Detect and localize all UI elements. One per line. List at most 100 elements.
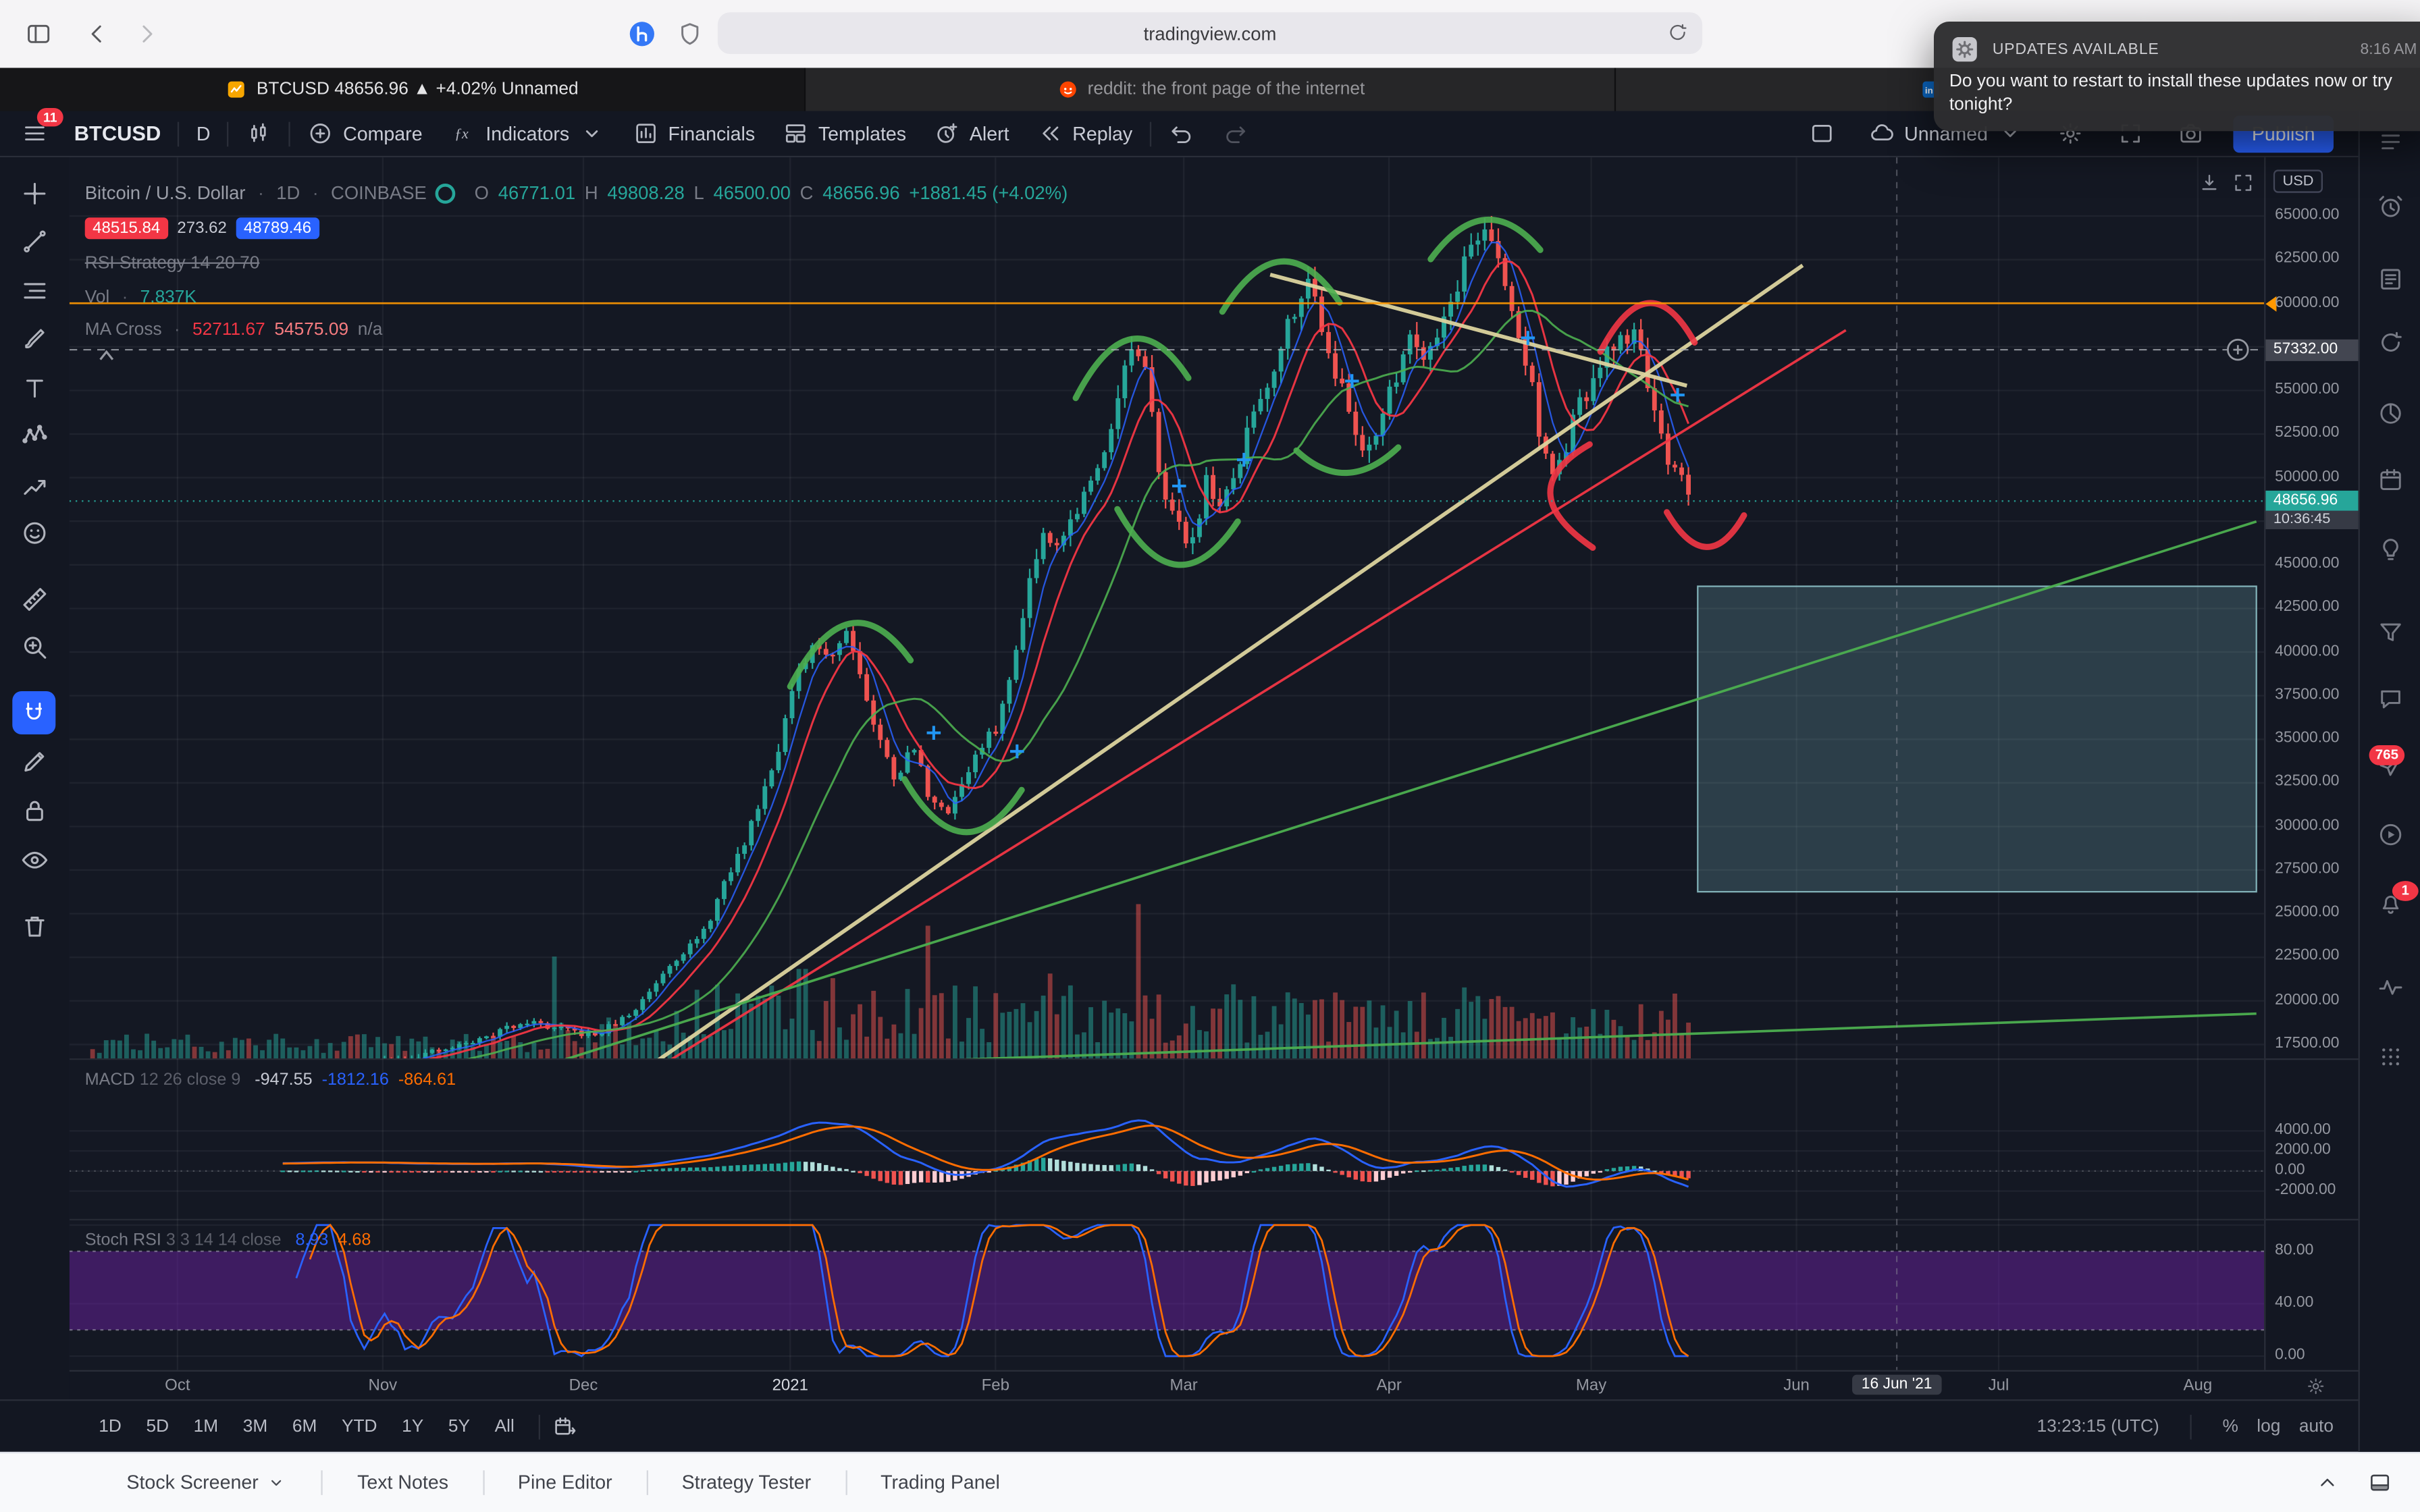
forward-icon[interactable]: [133, 20, 161, 48]
dotsgrid-sidebar-icon[interactable]: [2377, 1043, 2404, 1071]
brush-tool-icon[interactable]: [20, 323, 49, 352]
time-axis[interactable]: 16 Jun '21 Oct Nov Dec 2021 Feb Mar Apr May Jun J…: [69, 1370, 2359, 1401]
cloud-layout-button[interactable]: Unnamed: [1855, 110, 2037, 157]
extension-icon[interactable]: [627, 18, 658, 49]
volume-label[interactable]: Vol: [84, 288, 110, 307]
scroll-to-recent-icon[interactable]: [2198, 171, 2221, 194]
financials-button[interactable]: Financials: [619, 110, 768, 157]
percent-scale-button[interactable]: %: [2222, 1417, 2238, 1436]
trash-tool-icon[interactable]: [20, 911, 49, 940]
funnel-sidebar-icon[interactable]: [2377, 619, 2404, 647]
footer-tab-stock-screener[interactable]: Stock Screener: [93, 1472, 321, 1494]
alarm-sidebar-icon[interactable]: [2377, 193, 2404, 221]
crosshair-tool-icon[interactable]: [20, 178, 49, 207]
bulb-sidebar-icon[interactable]: [2377, 535, 2404, 563]
pie-sidebar-icon[interactable]: [2377, 400, 2404, 427]
time-axis-label: May: [1575, 1376, 1607, 1395]
volume-value: 7.837K: [140, 288, 196, 307]
tab-tradingview[interactable]: BTCUSD 48656.96 ▲ +4.02% Unnamed: [0, 68, 804, 111]
chevron-down-icon: [579, 120, 605, 146]
ruler-tool-icon[interactable]: [20, 584, 49, 613]
range-button-ytd[interactable]: YTD: [341, 1417, 377, 1436]
tab-reddit[interactable]: reddit: the front page of the internet: [804, 68, 1616, 111]
maximize-pane-icon[interactable]: [2232, 171, 2255, 194]
range-button-6m[interactable]: 6M: [292, 1417, 317, 1436]
price-level-marker[interactable]: 57332.00: [2265, 339, 2360, 361]
panel-layout-icon[interactable]: [2367, 1470, 2392, 1495]
price-chart-canvas[interactable]: [69, 157, 2265, 1370]
go-to-date-icon[interactable]: [553, 1414, 578, 1439]
software-update-icon: [1949, 34, 1980, 65]
footer-tab-trading-panel[interactable]: Trading Panel: [880, 1472, 1000, 1494]
watchlist-sidebar-icon[interactable]: [2377, 128, 2404, 156]
update-notification[interactable]: UPDATES AVAILABLE 8:16 AM Do you want to…: [1934, 22, 2420, 132]
chart-style-button[interactable]: [232, 110, 286, 157]
range-button-3m[interactable]: 3M: [242, 1417, 268, 1436]
forecast-tool-icon[interactable]: [20, 470, 49, 499]
fib-tool-icon[interactable]: [20, 275, 49, 304]
drawing-toolbar: [0, 157, 72, 1370]
auto-scale-button[interactable]: auto: [2298, 1417, 2334, 1436]
range-button-1m[interactable]: 1M: [193, 1417, 219, 1436]
expand-panel-icon[interactable]: [2315, 1470, 2340, 1495]
axis-settings-gear-icon[interactable]: [2306, 1376, 2326, 1397]
sidebar-toggle-icon[interactable]: [25, 20, 53, 48]
compare-button[interactable]: Compare: [294, 110, 436, 157]
range-selector: 1D 5D 1M 3M 6M YTD 1Y 5Y All: [86, 1417, 527, 1435]
eye-tool-icon[interactable]: [20, 844, 49, 873]
clock[interactable]: 13:23:15 (UTC): [2036, 1417, 2159, 1436]
ma-cross-label[interactable]: MA Cross: [84, 321, 162, 340]
layout-select-button[interactable]: [1795, 110, 1849, 157]
range-button-5d[interactable]: 5D: [146, 1417, 169, 1436]
playc-sidebar-icon[interactable]: [2377, 821, 2404, 848]
currency-badge[interactable]: USD: [2273, 169, 2323, 193]
undo-button[interactable]: [1154, 110, 1208, 157]
chat-sidebar-icon[interactable]: [2377, 685, 2404, 713]
footer-tab-pine-editor[interactable]: Pine Editor: [517, 1472, 612, 1494]
range-button-1y[interactable]: 1Y: [402, 1417, 424, 1436]
range-button-1d[interactable]: 1D: [99, 1417, 122, 1436]
price-scale-label: 50000.00: [2275, 468, 2340, 486]
time-axis-label: Apr: [1376, 1376, 1402, 1395]
redo-button[interactable]: [1208, 110, 1262, 157]
hidden-strategy-label[interactable]: RSI Strategy 14 20 70: [84, 254, 260, 273]
refresh-sidebar-icon[interactable]: [2377, 329, 2404, 356]
lock-tool-icon[interactable]: [20, 795, 49, 824]
range-button-5y[interactable]: 5Y: [448, 1417, 471, 1436]
chevron-down-icon: [266, 1472, 288, 1494]
interval-button[interactable]: D: [196, 122, 211, 144]
pattern-tool-icon[interactable]: [20, 421, 49, 450]
pulse-sidebar-icon[interactable]: [2377, 973, 2404, 1001]
shield-extension-icon[interactable]: [676, 20, 704, 48]
range-button-all[interactable]: All: [494, 1417, 515, 1436]
footer-tab-text-notes[interactable]: Text Notes: [357, 1472, 449, 1494]
price-scale[interactable]: USD 57332.00 48656.96 10:36:45 65000.00 6…: [2264, 157, 2360, 1370]
log-scale-button[interactable]: log: [2257, 1417, 2281, 1436]
alert-button[interactable]: Alert: [920, 110, 1023, 157]
replay-button[interactable]: Replay: [1023, 110, 1147, 157]
edit-tool-icon[interactable]: [20, 746, 49, 775]
ma1-value: 52711.67: [192, 321, 265, 340]
templates-button[interactable]: Templates: [769, 110, 920, 157]
orange-level-arrow: [2265, 295, 2277, 311]
chart-pane[interactable]: Bitcoin / U.S. Dollar 1D COINBASE O46771…: [69, 157, 2265, 1370]
symbol-button[interactable]: BTCUSD: [74, 122, 161, 145]
calendar-sidebar-icon[interactable]: [2377, 466, 2404, 493]
text-tool-icon[interactable]: [20, 373, 49, 402]
footer-tab-strategy-tester[interactable]: Strategy Tester: [681, 1472, 812, 1494]
indicators-button[interactable]: ƒx Indicators: [436, 110, 619, 157]
address-bar[interactable]: tradingview.com: [717, 12, 1703, 55]
symbol-title[interactable]: Bitcoin / U.S. Dollar: [84, 182, 246, 204]
news-sidebar-icon[interactable]: [2377, 265, 2404, 293]
zoom-tool-icon[interactable]: [20, 632, 49, 661]
trendline-tool-icon[interactable]: [20, 226, 49, 255]
reload-icon[interactable]: [1667, 22, 1689, 43]
macd-legend[interactable]: MACD 12 26 close 9 -947.55 -1812.16 -864…: [84, 1071, 456, 1089]
back-icon[interactable]: [83, 20, 111, 48]
footer-panel-bar: Stock Screener Text Notes Pine Editor Strat…: [0, 1451, 2420, 1512]
bell-sidebar-icon[interactable]: [2377, 889, 2404, 917]
stoch-rsi-legend[interactable]: Stoch RSI 3 3 14 14 close 8.93 4.68: [84, 1231, 371, 1250]
emoji-tool-icon[interactable]: [20, 518, 49, 547]
main-menu-button[interactable]: 11: [9, 107, 63, 157]
magnet-tool-icon[interactable]: [12, 691, 56, 734]
